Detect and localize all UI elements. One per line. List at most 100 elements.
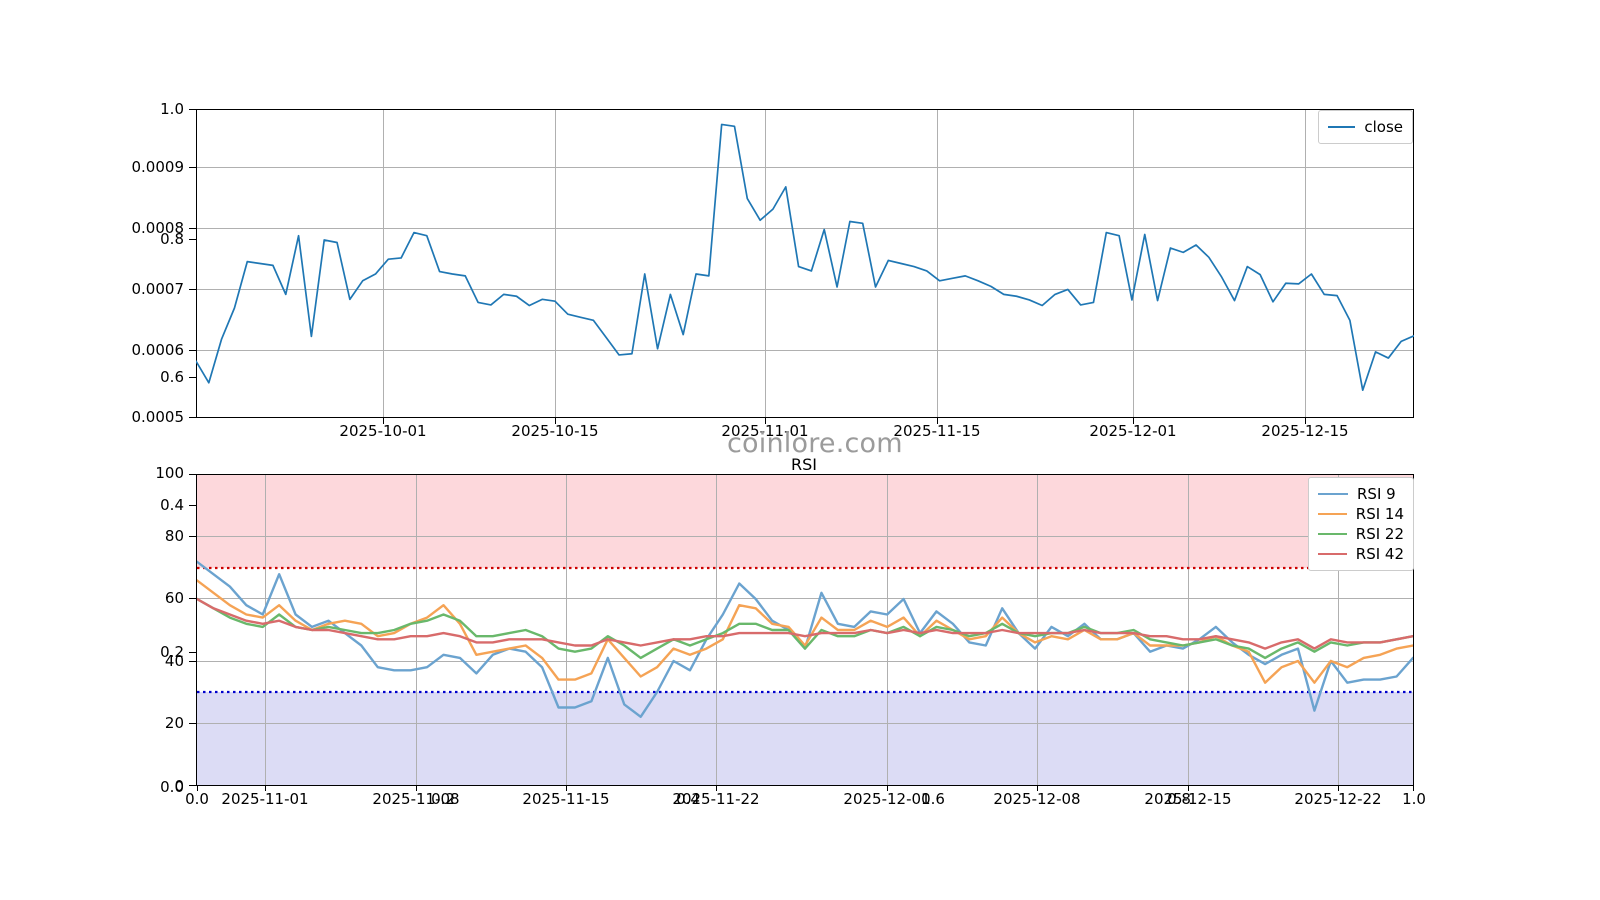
rsi-x-tick-secondary: 1.0 — [1402, 790, 1426, 808]
rsi-gridline — [1037, 475, 1038, 785]
rsi-x-tick-secondary: 0.0 — [185, 790, 209, 808]
legend-item-rsi42: RSI 42 — [1318, 544, 1404, 564]
price-line-series — [196, 123, 1414, 392]
rsi-y-tickmark — [189, 474, 196, 476]
price-x-tickmark — [1305, 418, 1307, 424]
rsi-y-tickmark — [189, 598, 196, 600]
legend-label-rsi9: RSI 9 — [1357, 485, 1396, 503]
legend-swatch-rsi42 — [1318, 553, 1347, 555]
price-gridline — [197, 167, 1413, 168]
rsi-gridline — [197, 536, 1413, 537]
price-y-tick: 0.0007 — [131, 280, 185, 298]
rsi-x-tickmark — [1338, 786, 1340, 791]
watermark: coinlore.com — [727, 428, 903, 459]
price-y-tick: 0.0008 — [131, 219, 185, 237]
price-y-tick-secondary: 0.6 — [160, 368, 184, 386]
rsi-x-tick: 2025-11-22 — [672, 790, 760, 808]
price-x-tick: 2025-10-15 — [511, 422, 599, 440]
rsi-gridline — [265, 475, 266, 785]
legend-label-close: close — [1364, 118, 1403, 136]
price-x-tick: 2025-10-01 — [339, 422, 427, 440]
legend-label-rsi42: RSI 42 — [1355, 545, 1404, 563]
series-close — [196, 123, 1414, 392]
rsi-y-tick: 80 — [164, 527, 184, 545]
price-gridline — [765, 110, 766, 417]
rsi-y-tick: 20 — [164, 714, 184, 732]
rsi-gridline — [416, 475, 417, 785]
price-y-tickmark — [189, 228, 196, 230]
legend-label-rsi14: RSI 14 — [1355, 505, 1404, 523]
rsi-y-tickmark — [189, 661, 196, 663]
price-y-tickmark — [189, 289, 196, 291]
legend-item-rsi22: RSI 22 — [1318, 524, 1404, 544]
rsi-threshold-lines — [197, 566, 1413, 694]
rsi-x-tick-secondary: 0.2 — [431, 790, 455, 808]
rsi-x-tick: 2025-11-15 — [522, 790, 610, 808]
rsi-x-tickmark — [887, 786, 889, 791]
rsi-gridline — [197, 598, 1413, 599]
rsi-y-tick-secondary: 0.2 — [160, 643, 184, 661]
rsi-x-tickmark — [1188, 786, 1190, 791]
legend-swatch-rsi22 — [1318, 533, 1347, 535]
rsi-gridline — [566, 475, 567, 785]
price-y-tick-secondary: 1.0 — [160, 100, 184, 118]
rsi-y-tickmark — [189, 505, 196, 507]
rsi-gridline — [1338, 475, 1339, 785]
rsi-y-tickmark — [189, 723, 196, 725]
rsi-x-tick: 2025-12-01 — [843, 790, 931, 808]
price-gridline — [1133, 110, 1134, 417]
rsi-legend: RSI 9 RSI 14 RSI 22 RSI 42 — [1308, 477, 1414, 571]
rsi-x-tickmark — [416, 786, 418, 791]
price-y-tick: 0.0005 — [131, 408, 185, 426]
oversold-band — [197, 692, 1413, 785]
rsi-gridline — [1188, 475, 1189, 785]
legend-item-close: close — [1328, 117, 1403, 137]
rsi-y-tickmark — [189, 536, 196, 538]
series-rsi-42 — [197, 597, 1413, 650]
rsi-y-tick-secondary: 0.4 — [160, 496, 184, 514]
legend-swatch-rsi14 — [1318, 513, 1347, 515]
price-y-tickmark — [189, 377, 196, 379]
rsi-panel-title: RSI — [791, 455, 817, 474]
rsi-x-tickmark — [1413, 786, 1415, 791]
rsi-x-tick-secondary: 0.4 — [676, 790, 700, 808]
legend-item-rsi14: RSI 14 — [1318, 504, 1404, 524]
legend-swatch-close — [1328, 126, 1356, 128]
price-y-tick: 0.0006 — [131, 341, 185, 359]
price-x-tick: 2025-12-01 — [1089, 422, 1177, 440]
rsi-y-tick: 100 — [155, 464, 184, 482]
price-y-tickmark — [189, 239, 196, 241]
price-y-tick: 0.0009 — [131, 158, 185, 176]
price-gridline — [555, 110, 556, 417]
rsi-y-tickmark — [189, 785, 196, 787]
price-gridline — [937, 110, 938, 417]
rsi-y-tick: 40 — [164, 652, 184, 670]
price-plot-area — [196, 109, 1414, 418]
rsi-x-tick: 2025-12-08 — [993, 790, 1081, 808]
price-y-tickmark — [189, 167, 196, 169]
rsi-plot-area — [196, 474, 1414, 786]
rsi-x-tick: 2025-12-15 — [1144, 790, 1232, 808]
rsi-y-tick: 60 — [164, 589, 184, 607]
rsi-x-tickmark — [566, 786, 568, 791]
rsi-x-tick: 2025-11-08 — [372, 790, 460, 808]
rsi-gridline — [197, 723, 1413, 724]
rsi-line-series — [197, 560, 1413, 719]
price-x-tickmark — [383, 418, 385, 424]
rsi-x-tick: 2025-12-22 — [1294, 790, 1382, 808]
price-x-tick: 2025-12-15 — [1261, 422, 1349, 440]
price-x-tickmark — [765, 418, 767, 424]
price-x-tickmark — [1133, 418, 1135, 424]
rsi-x-tick-secondary: 0.8 — [1167, 790, 1191, 808]
price-gridline — [197, 350, 1413, 351]
rsi-y-tick-secondary: 0.0 — [160, 778, 184, 796]
price-x-tickmark — [555, 418, 557, 424]
rsi-x-tickmark — [197, 786, 199, 791]
price-y-tickmark — [189, 109, 196, 111]
price-x-tickmark — [937, 418, 939, 424]
series-rsi-22 — [197, 597, 1413, 660]
overbought-band — [197, 475, 1413, 568]
rsi-x-tickmark — [1037, 786, 1039, 791]
rsi-y-tick: 0 — [174, 777, 184, 795]
